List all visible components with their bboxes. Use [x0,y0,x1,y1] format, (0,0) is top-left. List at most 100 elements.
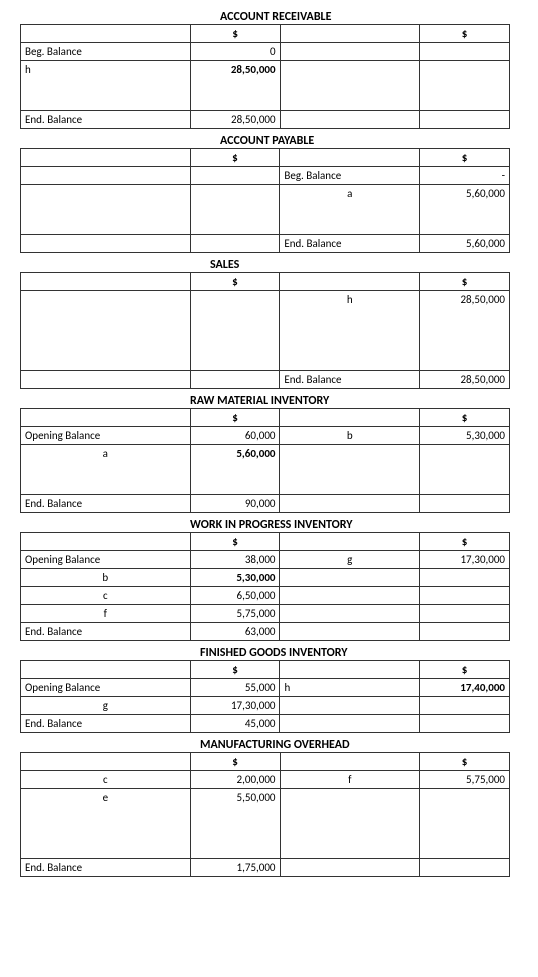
balance-row: End. Balance63,000 [21,623,510,641]
credit-label: h [280,679,420,697]
header-cell [280,661,420,679]
table-row: e5,50,000 [21,789,510,859]
end-balance-label [280,111,420,129]
debit-label: c [21,771,191,789]
credit-value: 5,30,000 [420,427,510,445]
t-account-section: RAW MATERIAL INVENTORY$$Opening Balance6… [20,394,518,513]
balance-row: End. Balance1,75,000 [21,859,510,877]
credit-value: 5,75,000 [420,771,510,789]
credit-value [420,605,510,623]
end-balance-value: 28,50,000 [420,371,510,389]
currency-header: $ [420,25,510,43]
header-cell [280,753,420,771]
debit-value: 5,60,000 [190,445,280,495]
end-balance-value [190,235,280,253]
credit-value [420,569,510,587]
debit-value: 0 [190,43,280,61]
account-title: ACCOUNT RECEIVABLE [20,10,518,24]
debit-value: 2,00,000 [190,771,280,789]
debit-label: h [21,61,191,111]
debit-label: Opening Balance [21,427,191,445]
debit-label [21,167,191,185]
end-balance-value: 63,000 [190,623,280,641]
credit-value [420,445,510,495]
balance-row: End. Balance90,000 [21,495,510,513]
credit-label [280,445,420,495]
header-cell [280,409,420,427]
t-account-table: $$Beg. Balance0h28,50,000End. Balance28,… [20,24,510,129]
currency-header: $ [190,149,280,167]
currency-header: $ [420,661,510,679]
debit-value: 6,50,000 [190,587,280,605]
currency-header: $ [420,273,510,291]
debit-value: 55,000 [190,679,280,697]
t-account-section: FINISHED GOODS INVENTORY$ $Opening Balanc… [20,646,518,733]
credit-label [280,569,420,587]
end-balance-value [420,715,510,733]
balance-row: End. Balance28,50,000 [21,371,510,389]
end-balance-label [21,371,191,389]
end-balance-value: 5,60,000 [420,235,510,253]
header-cell [21,273,191,291]
end-balance-label [280,495,420,513]
credit-value [420,61,510,111]
debit-label: f [21,605,191,623]
credit-label: f [280,771,420,789]
credit-value [420,697,510,715]
debit-label: Beg. Balance [21,43,191,61]
header-cell [21,533,191,551]
debit-label: a [21,445,191,495]
account-title: WORK IN PROGRESS INVENTORY [20,518,518,532]
currency-header: $ [190,409,280,427]
account-title: MANUFACTURING OVERHEAD [20,738,518,752]
debit-value [190,185,280,235]
account-title: ACCOUNT PAYABLE [20,134,518,148]
end-balance-label: End. Balance [280,235,420,253]
currency-header: $ [420,149,510,167]
debit-value: 5,30,000 [190,569,280,587]
end-balance-value: 45,000 [190,715,280,733]
table-row: a5,60,000 [21,445,510,495]
credit-label [280,61,420,111]
header-cell [21,25,191,43]
header-cell [21,149,191,167]
table-row: Opening Balance55,000h17,40,000 [21,679,510,697]
currency-header: $ [420,533,510,551]
credit-value: - [420,167,510,185]
debit-value: 60,000 [190,427,280,445]
credit-label [280,587,420,605]
account-title: SALES [20,258,518,272]
currency-header: $ [190,661,280,679]
end-balance-label: End. Balance [21,495,191,513]
header-cell [21,753,191,771]
header-cell [280,273,420,291]
end-balance-label: End. Balance [280,371,420,389]
balance-row: End. Balance5,60,000 [21,235,510,253]
end-balance-value: 90,000 [190,495,280,513]
end-balance-label [21,235,191,253]
table-row: c2,00,000f5,75,000 [21,771,510,789]
debit-label [21,291,191,371]
credit-label [280,697,420,715]
header-cell [280,25,420,43]
debit-label: c [21,587,191,605]
header-cell [280,533,420,551]
debit-value: 17,30,000 [190,697,280,715]
currency-header: $ [190,25,280,43]
end-balance-label [280,859,420,877]
end-balance-label: End. Balance [21,859,191,877]
end-balance-value: 1,75,000 [190,859,280,877]
t-account-table: $$Opening Balance55,000h17,40,000g17,30,… [20,660,510,733]
header-cell [21,661,191,679]
credit-label [280,43,420,61]
debit-value [190,167,280,185]
currency-header: $ [420,409,510,427]
credit-label [280,605,420,623]
credit-label [280,789,420,859]
currency-header: $ [190,273,280,291]
credit-value [420,789,510,859]
account-title: FINISHED GOODS INVENTORY [20,646,518,660]
currency-header: $ [190,533,280,551]
credit-label: a [280,185,420,235]
header-cell [21,409,191,427]
